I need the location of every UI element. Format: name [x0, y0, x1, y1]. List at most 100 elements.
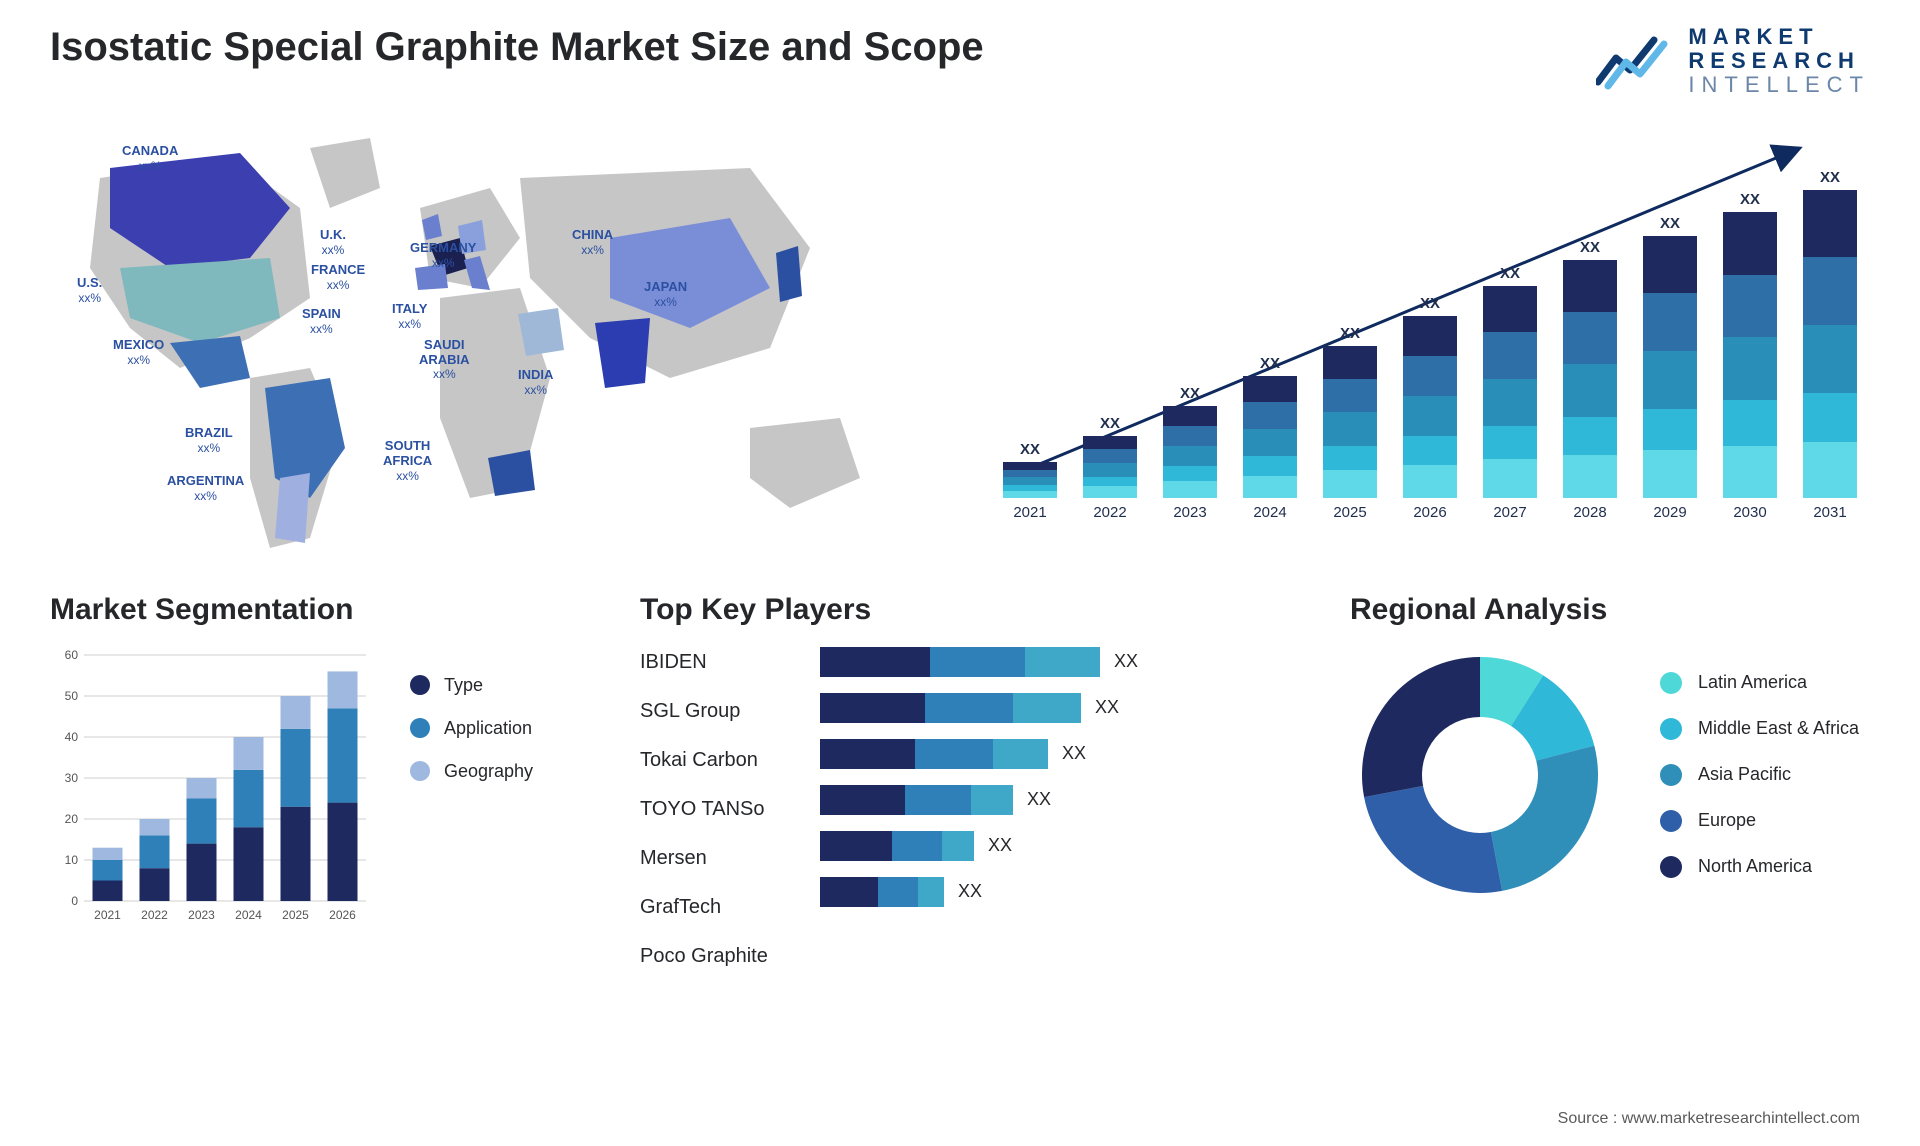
svg-text:40: 40 — [65, 730, 79, 744]
forecast-year-2024: 2024 — [1240, 504, 1300, 521]
map-label-italy: ITALYxx% — [392, 302, 427, 332]
legend-dot-icon — [1660, 764, 1682, 786]
map-label-japan: JAPANxx% — [644, 280, 687, 310]
forecast-year-2030: 2030 — [1720, 504, 1780, 521]
map-region-india — [595, 318, 650, 388]
svg-text:50: 50 — [65, 689, 79, 703]
region-legend-europe: Europe — [1660, 810, 1859, 832]
players-labels: IBIDENSGL GroupTokai CarbonTOYO TANSoMer… — [640, 645, 800, 971]
player-bar-1: XX — [820, 693, 1138, 723]
forecast-bar-label: XX — [1340, 325, 1360, 342]
forecast-bar-label: XX — [1580, 239, 1600, 256]
legend-dot-icon — [410, 761, 430, 781]
regional-section: Regional Analysis Latin America Middle Ea… — [1350, 593, 1870, 971]
player-value: XX — [1095, 697, 1119, 718]
players-bars-chart: XX XX XX XX XX XX — [820, 645, 1138, 971]
world-map: CANADAxx% U.S.xx% MEXICOxx% BRAZILxx% ARGENT… — [50, 118, 950, 558]
source-attribution: Source : www.marketresearchintellect.com — [1558, 1110, 1860, 1128]
svg-text:2023: 2023 — [188, 908, 215, 922]
map-label-saudiarabia: SAUDIARABIAxx% — [419, 338, 470, 383]
player-bar-4: XX — [820, 831, 1138, 861]
regional-legend: Latin America Middle East & Africa Asia Pa… — [1660, 672, 1859, 878]
map-label-uk: U.K.xx% — [320, 228, 346, 258]
map-label-china: CHINAxx% — [572, 228, 613, 258]
forecast-bar-2027: XX — [1480, 265, 1540, 498]
player-name-3: TOYO TANSo — [640, 794, 800, 824]
legend-dot-icon — [410, 718, 430, 738]
legend-label: Geography — [444, 761, 533, 782]
map-label-canada: CANADAxx% — [122, 144, 178, 174]
svg-text:60: 60 — [65, 648, 79, 662]
legend-label: Middle East & Africa — [1698, 718, 1859, 739]
logo-mark-icon — [1596, 32, 1674, 90]
legend-dot-icon — [1660, 672, 1682, 694]
player-name-2: Tokai Carbon — [640, 745, 800, 775]
region-legend-asia-pacific: Asia Pacific — [1660, 764, 1859, 786]
player-name-1: SGL Group — [640, 696, 800, 726]
svg-text:10: 10 — [65, 853, 79, 867]
brand-logo: MARKET RESEARCH INTELLECT — [1596, 25, 1870, 98]
svg-text:2025: 2025 — [282, 908, 309, 922]
player-bar-2: XX — [820, 739, 1138, 769]
forecast-year-2029: 2029 — [1640, 504, 1700, 521]
logo-line2: RESEARCH — [1688, 49, 1870, 73]
forecast-bar-2021: XX — [1000, 441, 1060, 498]
segmentation-chart: 0102030405060202120222023202420252026 — [50, 645, 370, 925]
svg-text:20: 20 — [65, 812, 79, 826]
forecast-year-2022: 2022 — [1080, 504, 1140, 521]
regional-donut-chart — [1350, 645, 1610, 905]
legend-dot-icon — [410, 675, 430, 695]
forecast-bar-2023: XX — [1160, 385, 1220, 498]
svg-text:2026: 2026 — [329, 908, 356, 922]
legend-label: Application — [444, 718, 532, 739]
forecast-year-2031: 2031 — [1800, 504, 1860, 521]
forecast-bar-label: XX — [1500, 265, 1520, 282]
forecast-bar-2028: XX — [1560, 239, 1620, 498]
legend-label: Latin America — [1698, 672, 1807, 693]
legend-dot-icon — [1660, 810, 1682, 832]
forecast-year-2026: 2026 — [1400, 504, 1460, 521]
players-title: Top Key Players — [640, 593, 1320, 627]
map-region-southafrica — [488, 450, 535, 496]
forecast-bar-2026: XX — [1400, 295, 1460, 498]
player-bar-0: XX — [820, 647, 1138, 677]
players-section: Top Key Players IBIDENSGL GroupTokai Car… — [640, 593, 1320, 971]
map-label-us: U.S.xx% — [77, 276, 102, 306]
legend-label: Asia Pacific — [1698, 764, 1791, 785]
svg-text:0: 0 — [71, 894, 78, 908]
forecast-bar-2022: XX — [1080, 415, 1140, 498]
player-value: XX — [958, 881, 982, 902]
map-label-mexico: MEXICOxx% — [113, 338, 164, 368]
map-label-india: INDIAxx% — [518, 368, 553, 398]
donut-seg-asia-pacific — [1491, 745, 1598, 890]
regional-title: Regional Analysis — [1350, 593, 1870, 627]
region-legend-north-america: North America — [1660, 856, 1859, 878]
forecast-bar-2030: XX — [1720, 191, 1780, 498]
map-region-saudi — [518, 308, 564, 356]
legend-label: Type — [444, 675, 483, 696]
legend-label: North America — [1698, 856, 1812, 877]
player-value: XX — [1027, 789, 1051, 810]
forecast-bar-label: XX — [1420, 295, 1440, 312]
seg-legend-geography: Geography — [410, 761, 533, 782]
forecast-bar-label: XX — [1740, 191, 1760, 208]
map-label-argentina: ARGENTINAxx% — [167, 474, 244, 504]
map-label-southafrica: SOUTHAFRICAxx% — [383, 439, 432, 484]
map-region-japan — [776, 246, 802, 302]
forecast-bar-2031: XX — [1800, 169, 1860, 498]
legend-dot-icon — [1660, 718, 1682, 740]
map-label-brazil: BRAZILxx% — [185, 426, 233, 456]
forecast-year-2028: 2028 — [1560, 504, 1620, 521]
forecast-chart: XXXXXXXXXXXXXXXXXXXXXX 20212022202320242… — [990, 118, 1870, 558]
map-label-germany: GERMANYxx% — [410, 241, 476, 271]
forecast-bar-2025: XX — [1320, 325, 1380, 498]
segmentation-legend: Type Application Geography — [410, 645, 533, 925]
legend-label: Europe — [1698, 810, 1756, 831]
forecast-bar-label: XX — [1180, 385, 1200, 402]
logo-line3: INTELLECT — [1688, 73, 1870, 97]
region-legend-latin-america: Latin America — [1660, 672, 1859, 694]
forecast-year-2027: 2027 — [1480, 504, 1540, 521]
forecast-bar-label: XX — [1100, 415, 1120, 432]
segmentation-section: Market Segmentation 01020304050602021202… — [50, 593, 610, 971]
forecast-year-2023: 2023 — [1160, 504, 1220, 521]
